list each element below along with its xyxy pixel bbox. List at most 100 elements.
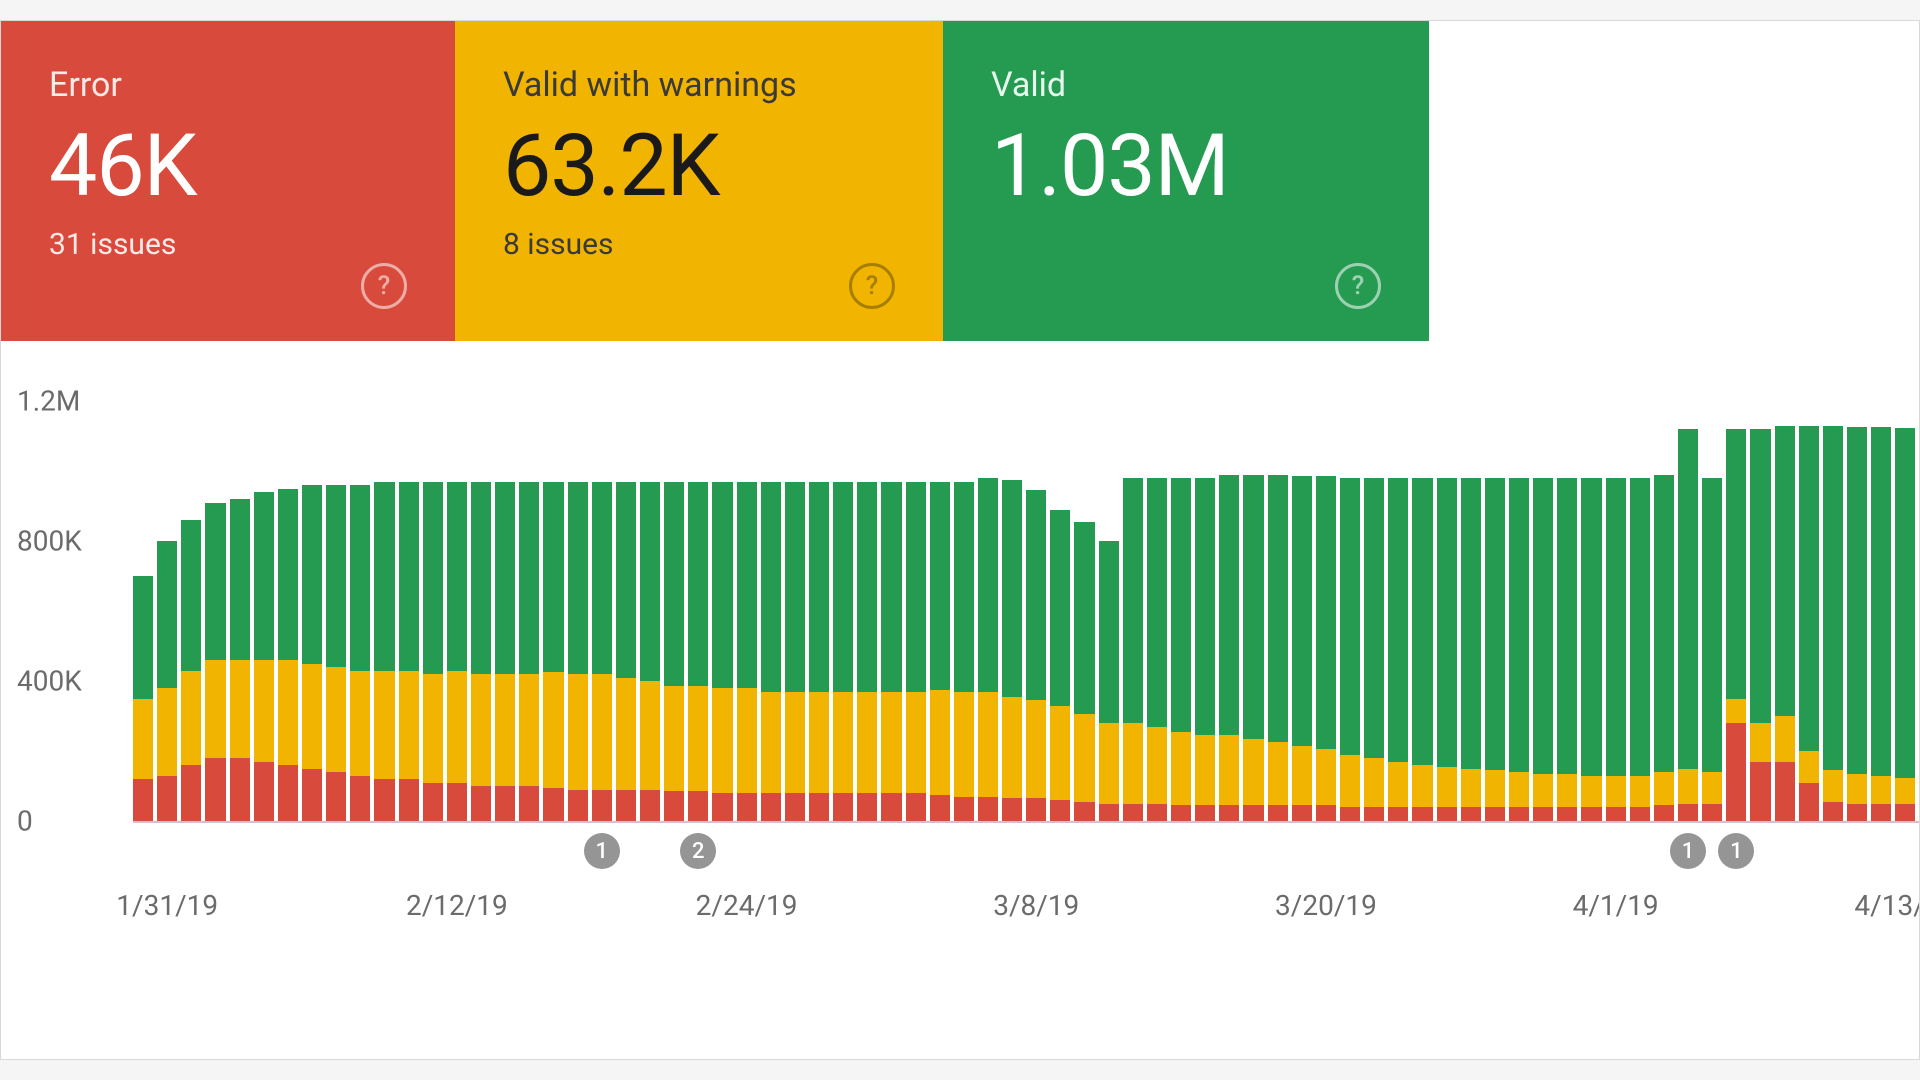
- event-marker[interactable]: 2: [680, 833, 716, 869]
- chart-bar[interactable]: [616, 401, 636, 821]
- chart-bar[interactable]: [326, 401, 346, 821]
- chart-bar[interactable]: [712, 401, 732, 821]
- chart-bar[interactable]: [1630, 401, 1650, 821]
- chart-bar[interactable]: [1074, 401, 1094, 821]
- chart-bar[interactable]: [181, 401, 201, 821]
- card-title: Valid with warnings: [503, 65, 895, 105]
- chart-bar[interactable]: [1050, 401, 1070, 821]
- bar-segment-error: [1606, 807, 1626, 821]
- chart-bar[interactable]: [205, 401, 225, 821]
- event-marker[interactable]: 1: [584, 833, 620, 869]
- chart-bar[interactable]: [1026, 401, 1046, 821]
- chart-bar[interactable]: [688, 401, 708, 821]
- summary-card-warning[interactable]: Valid with warnings63.2K8 issues?: [455, 21, 943, 341]
- chart-bar[interactable]: [1823, 401, 1843, 821]
- bar-segment-valid: [978, 478, 998, 692]
- chart-bar[interactable]: [278, 401, 298, 821]
- chart-bar[interactable]: [640, 401, 660, 821]
- bar-segment-error: [1171, 805, 1191, 821]
- chart-bar[interactable]: [1533, 401, 1553, 821]
- chart-bar[interactable]: [1461, 401, 1481, 821]
- chart-bar[interactable]: [519, 401, 539, 821]
- chart-bar[interactable]: [978, 401, 998, 821]
- chart-bar[interactable]: [1654, 401, 1674, 821]
- chart-bar[interactable]: [1871, 401, 1891, 821]
- chart-bar[interactable]: [423, 401, 443, 821]
- chart-bar[interactable]: [399, 401, 419, 821]
- bar-segment-error: [447, 783, 467, 822]
- chart-bar[interactable]: [1099, 401, 1119, 821]
- chart-bar[interactable]: [1437, 401, 1457, 821]
- bar-segment-valid: [1219, 475, 1239, 736]
- chart-bar[interactable]: [1485, 401, 1505, 821]
- chart-bar[interactable]: [568, 401, 588, 821]
- chart-bar[interactable]: [906, 401, 926, 821]
- chart-bar[interactable]: [881, 401, 901, 821]
- chart-bar[interactable]: [1702, 401, 1722, 821]
- bar-segment-error: [1581, 807, 1601, 821]
- chart-bar[interactable]: [1147, 401, 1167, 821]
- chart-bar[interactable]: [230, 401, 250, 821]
- y-tick-label: 400K: [17, 665, 82, 698]
- bar-segment-valid: [1799, 426, 1819, 752]
- chart-bar[interactable]: [664, 401, 684, 821]
- chart-bar[interactable]: [1243, 401, 1263, 821]
- help-icon[interactable]: ?: [1335, 263, 1381, 309]
- chart-bar[interactable]: [592, 401, 612, 821]
- bar-segment-warning: [1750, 723, 1770, 762]
- chart-bar[interactable]: [350, 401, 370, 821]
- chart-bar[interactable]: [833, 401, 853, 821]
- chart-bar[interactable]: [1123, 401, 1143, 821]
- help-icon[interactable]: ?: [849, 263, 895, 309]
- chart-bar[interactable]: [1002, 401, 1022, 821]
- chart-bar[interactable]: [1292, 401, 1312, 821]
- bar-segment-error: [423, 783, 443, 822]
- chart-bar[interactable]: [809, 401, 829, 821]
- chart-bar[interactable]: [1581, 401, 1601, 821]
- chart-bar[interactable]: [1316, 401, 1336, 821]
- chart-bar[interactable]: [1606, 401, 1626, 821]
- chart-bar[interactable]: [1750, 401, 1770, 821]
- chart-bar[interactable]: [495, 401, 515, 821]
- chart-bar[interactable]: [1557, 401, 1577, 821]
- event-marker[interactable]: 1: [1718, 833, 1754, 869]
- chart-bar[interactable]: [1364, 401, 1384, 821]
- chart-bar[interactable]: [133, 401, 153, 821]
- chart-bar[interactable]: [930, 401, 950, 821]
- chart-bar[interactable]: [471, 401, 491, 821]
- chart-bar[interactable]: [1799, 401, 1819, 821]
- chart-bar[interactable]: [254, 401, 274, 821]
- chart-bar[interactable]: [157, 401, 177, 821]
- event-marker[interactable]: 1: [1670, 833, 1706, 869]
- chart-bar[interactable]: [1388, 401, 1408, 821]
- bar-segment-error: [1050, 800, 1070, 821]
- chart-bar[interactable]: [447, 401, 467, 821]
- chart-bar[interactable]: [737, 401, 757, 821]
- chart-bar[interactable]: [1219, 401, 1239, 821]
- chart-bar[interactable]: [1775, 401, 1795, 821]
- bar-segment-warning: [205, 660, 225, 758]
- chart-bar[interactable]: [374, 401, 394, 821]
- bar-segment-error: [399, 779, 419, 821]
- chart-bar[interactable]: [1895, 401, 1915, 821]
- chart-bar[interactable]: [1509, 401, 1529, 821]
- chart-bar[interactable]: [1726, 401, 1746, 821]
- bar-segment-warning: [519, 674, 539, 786]
- bar-segment-warning: [1726, 699, 1746, 724]
- chart-bar[interactable]: [1195, 401, 1215, 821]
- chart-bar[interactable]: [1268, 401, 1288, 821]
- chart-bar[interactable]: [1340, 401, 1360, 821]
- chart-bar[interactable]: [1171, 401, 1191, 821]
- chart-bar[interactable]: [1412, 401, 1432, 821]
- chart-bar[interactable]: [954, 401, 974, 821]
- chart-bar[interactable]: [1678, 401, 1698, 821]
- chart-bar[interactable]: [543, 401, 563, 821]
- chart-bar[interactable]: [761, 401, 781, 821]
- summary-card-valid[interactable]: Valid1.03M?: [943, 21, 1429, 341]
- chart-bar[interactable]: [785, 401, 805, 821]
- chart-bar[interactable]: [857, 401, 877, 821]
- chart-bar[interactable]: [1847, 401, 1867, 821]
- chart-bar[interactable]: [302, 401, 322, 821]
- summary-card-error[interactable]: Error46K31 issues?: [1, 21, 455, 341]
- help-icon[interactable]: ?: [361, 263, 407, 309]
